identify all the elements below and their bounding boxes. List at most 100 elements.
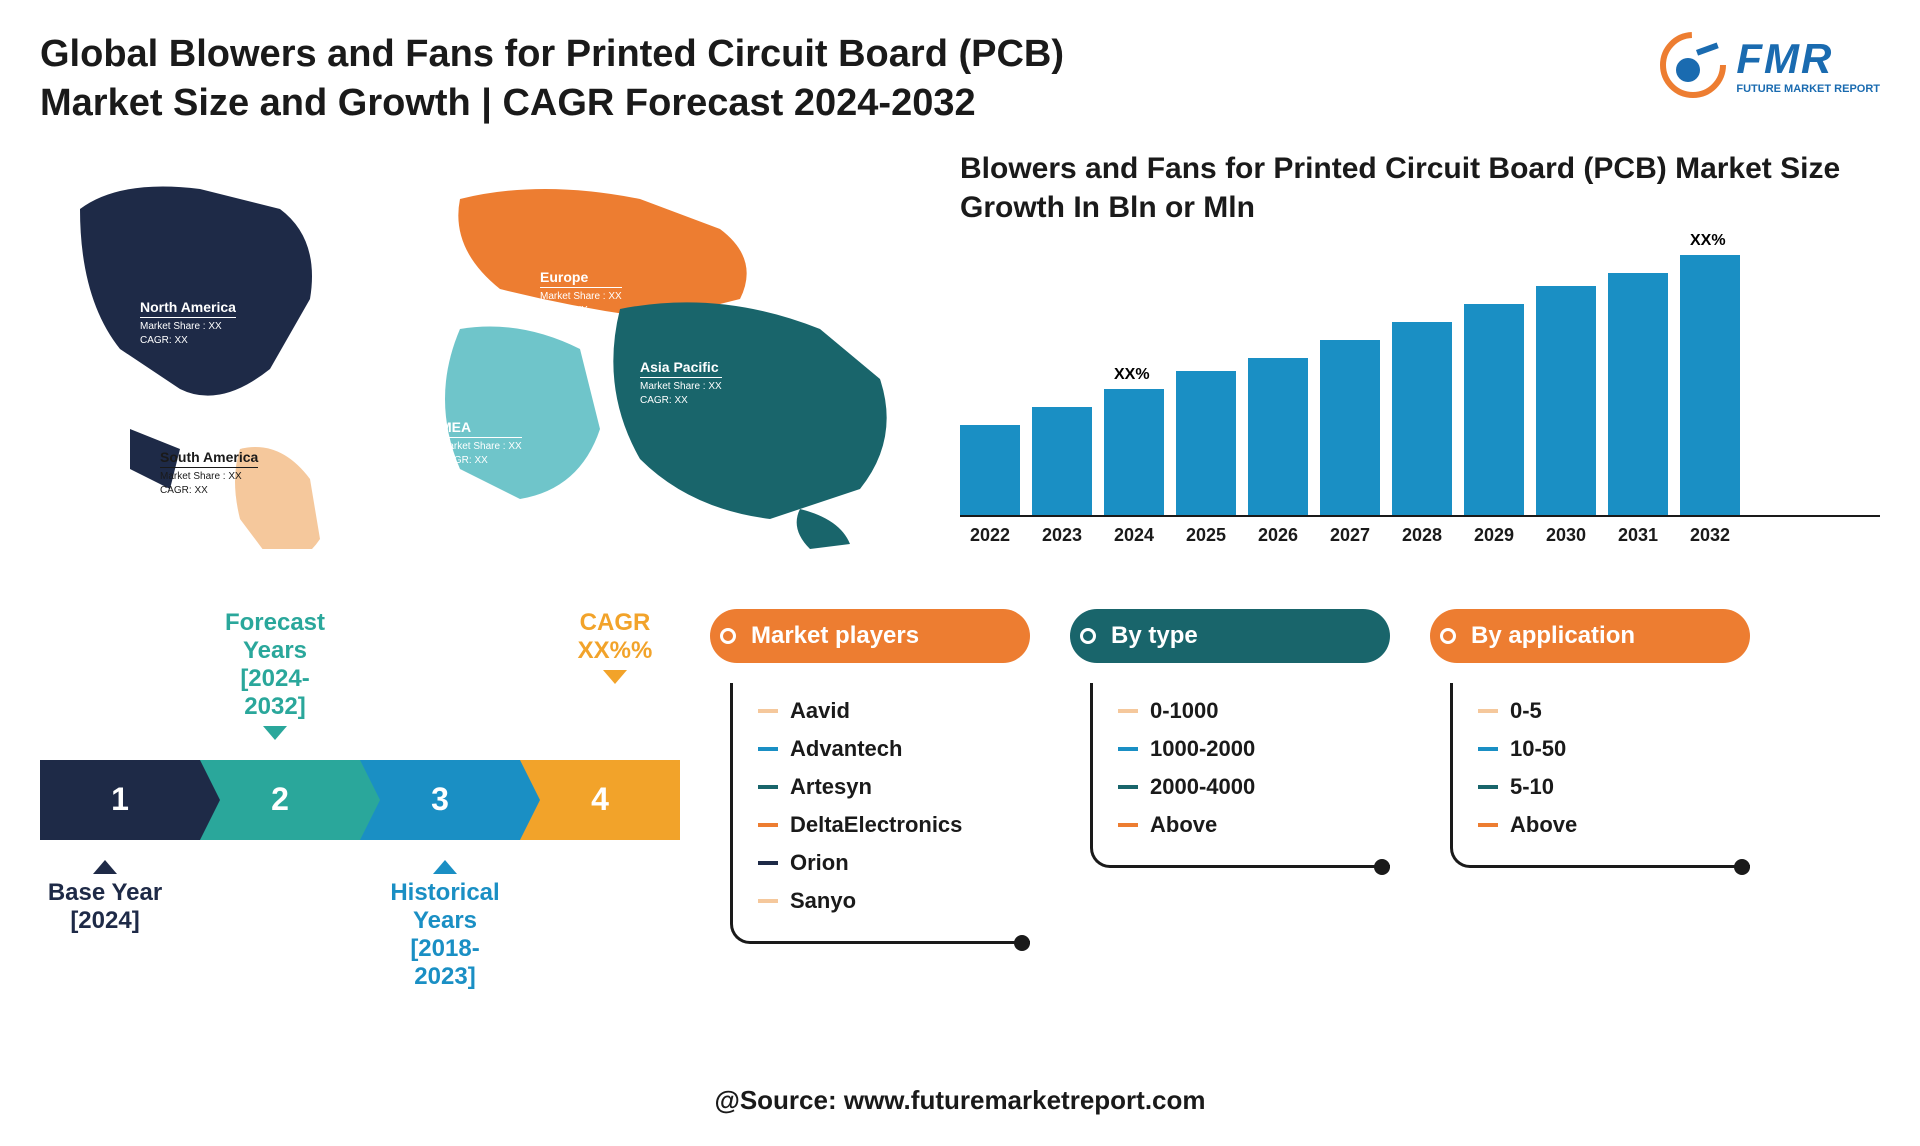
item-label: Artesyn: [790, 774, 872, 800]
region-name: North America: [140, 299, 236, 315]
dash-icon: [1478, 747, 1498, 751]
bar-label-2030: 2030: [1536, 525, 1596, 546]
region-name: Europe: [540, 269, 622, 285]
region-share: Market Share : XX: [640, 377, 722, 394]
item-label: DeltaElectronics: [790, 812, 962, 838]
timeline-segment-4: 4: [520, 760, 680, 840]
bar-2030: [1536, 286, 1596, 515]
region-name: MEA: [440, 419, 522, 435]
item-label: Orion: [790, 850, 849, 876]
dash-icon: [758, 747, 778, 751]
bar-label-2031: 2031: [1608, 525, 1668, 546]
region-cagr: CAGR: XX: [160, 484, 258, 498]
dash-icon: [1118, 785, 1138, 789]
bar-label-2026: 2026: [1248, 525, 1308, 546]
list-item: Above: [1118, 812, 1380, 838]
tl-value-forecast: [2024-2032]: [210, 665, 340, 721]
category-market-players: Market players Aavid Advantech Artesyn D…: [710, 609, 1030, 991]
item-label: Above: [1150, 812, 1217, 838]
header: Global Blowers and Fans for Printed Circ…: [40, 30, 1880, 129]
categories: Market players Aavid Advantech Artesyn D…: [710, 609, 1880, 991]
list-item: Orion: [758, 850, 1020, 876]
item-label: 0-5: [1510, 698, 1542, 724]
list-item: Aavid: [758, 698, 1020, 724]
list-item: 10-50: [1478, 736, 1740, 762]
category-frame: 0-1000 1000-2000 2000-4000 Above: [1090, 683, 1390, 868]
region-south-america: South America Market Share : XX CAGR: XX: [160, 449, 258, 498]
bullet-icon: [1080, 628, 1096, 644]
list-item: Advantech: [758, 736, 1020, 762]
bullet-icon: [720, 628, 736, 644]
bar-label-2028: 2028: [1392, 525, 1452, 546]
dash-icon: [1478, 785, 1498, 789]
bar-2023: [1032, 407, 1092, 515]
main-content: North America Market Share : XX CAGR: XX…: [40, 149, 1880, 549]
category-title: By application: [1471, 622, 1635, 650]
logo-tagline: FUTURE MARKET REPORT: [1736, 83, 1880, 95]
page-title: Global Blowers and Fans for Printed Circ…: [40, 30, 1140, 129]
bar-2028: [1392, 322, 1452, 515]
tl-label-base: Base Year: [40, 879, 170, 907]
list-item: 5-10: [1478, 774, 1740, 800]
list-item: 2000-4000: [1118, 774, 1380, 800]
bar-2027: [1320, 340, 1380, 515]
bar-2032: [1680, 255, 1740, 515]
bar-label-2024: 2024: [1104, 525, 1164, 546]
region-cagr: CAGR: XX: [640, 394, 722, 408]
bar-2022: [960, 425, 1020, 515]
region-europe: Europe Market Share : XX CAGR: XX: [540, 269, 622, 318]
item-label: 10-50: [1510, 736, 1566, 762]
dash-icon: [758, 785, 778, 789]
bar-label-2027: 2027: [1320, 525, 1380, 546]
region-share: Market Share : XX: [160, 467, 258, 484]
bar-chart: XX%XX%: [960, 237, 1880, 517]
dash-icon: [1118, 747, 1138, 751]
region-north-america: North America Market Share : XX CAGR: XX: [140, 299, 236, 348]
world-map: North America Market Share : XX CAGR: XX…: [40, 149, 920, 549]
category-by-type: By type 0-1000 1000-2000 2000-4000 Above: [1070, 609, 1390, 991]
category-header: By application: [1430, 609, 1750, 663]
bar-axis-labels: 2022202320242025202620272028202920302031…: [960, 517, 1880, 546]
logo-brand: FMR: [1736, 35, 1880, 83]
chart-title: Blowers and Fans for Printed Circuit Boa…: [960, 149, 1880, 227]
bar-2026: [1248, 358, 1308, 515]
bullet-icon: [1440, 628, 1456, 644]
region-cagr: CAGR: XX: [140, 334, 236, 348]
tl-value-base: [2024]: [40, 907, 170, 935]
list-item: DeltaElectronics: [758, 812, 1020, 838]
list-item: Above: [1478, 812, 1740, 838]
logo: FMR FUTURE MARKET REPORT: [1658, 30, 1880, 100]
tl-label-cagr: CAGR: [550, 609, 680, 637]
category-frame: 0-5 10-50 5-10 Above: [1450, 683, 1750, 868]
bar-label-2029: 2029: [1464, 525, 1524, 546]
region-share: Market Share : XX: [440, 437, 522, 454]
tl-value-historical: [2018-2023]: [380, 935, 510, 991]
tl-label-historical: Historical Years: [380, 879, 510, 935]
region-name: Asia Pacific: [640, 359, 722, 375]
timeline-segment-3: 3: [360, 760, 520, 840]
bar-label-2022: 2022: [960, 525, 1020, 546]
dash-icon: [1478, 709, 1498, 713]
bar-label-2032: 2032: [1680, 525, 1740, 546]
list-item: 1000-2000: [1118, 736, 1380, 762]
dash-icon: [1118, 709, 1138, 713]
bar-chart-area: Blowers and Fans for Printed Circuit Boa…: [960, 149, 1880, 549]
arrow-down-icon: [603, 670, 627, 684]
region-cagr: CAGR: XX: [440, 454, 522, 468]
dash-icon: [1478, 823, 1498, 827]
bar-label-2023: 2023: [1032, 525, 1092, 546]
list-item: Sanyo: [758, 888, 1020, 914]
bar-annotation: XX%: [1690, 232, 1726, 250]
timeline: Forecast Years [2024-2032] CAGR XX%% 123…: [40, 609, 680, 991]
item-label: 1000-2000: [1150, 736, 1255, 762]
item-label: 0-1000: [1150, 698, 1219, 724]
item-label: Advantech: [790, 736, 902, 762]
dash-icon: [758, 709, 778, 713]
arrow-up-icon: [93, 860, 117, 874]
category-title: Market players: [751, 622, 919, 650]
list-item: Artesyn: [758, 774, 1020, 800]
tl-label-forecast: Forecast Years: [210, 609, 340, 665]
bar-annotation: XX%: [1114, 366, 1150, 384]
list-item: 0-1000: [1118, 698, 1380, 724]
bar-2029: [1464, 304, 1524, 515]
